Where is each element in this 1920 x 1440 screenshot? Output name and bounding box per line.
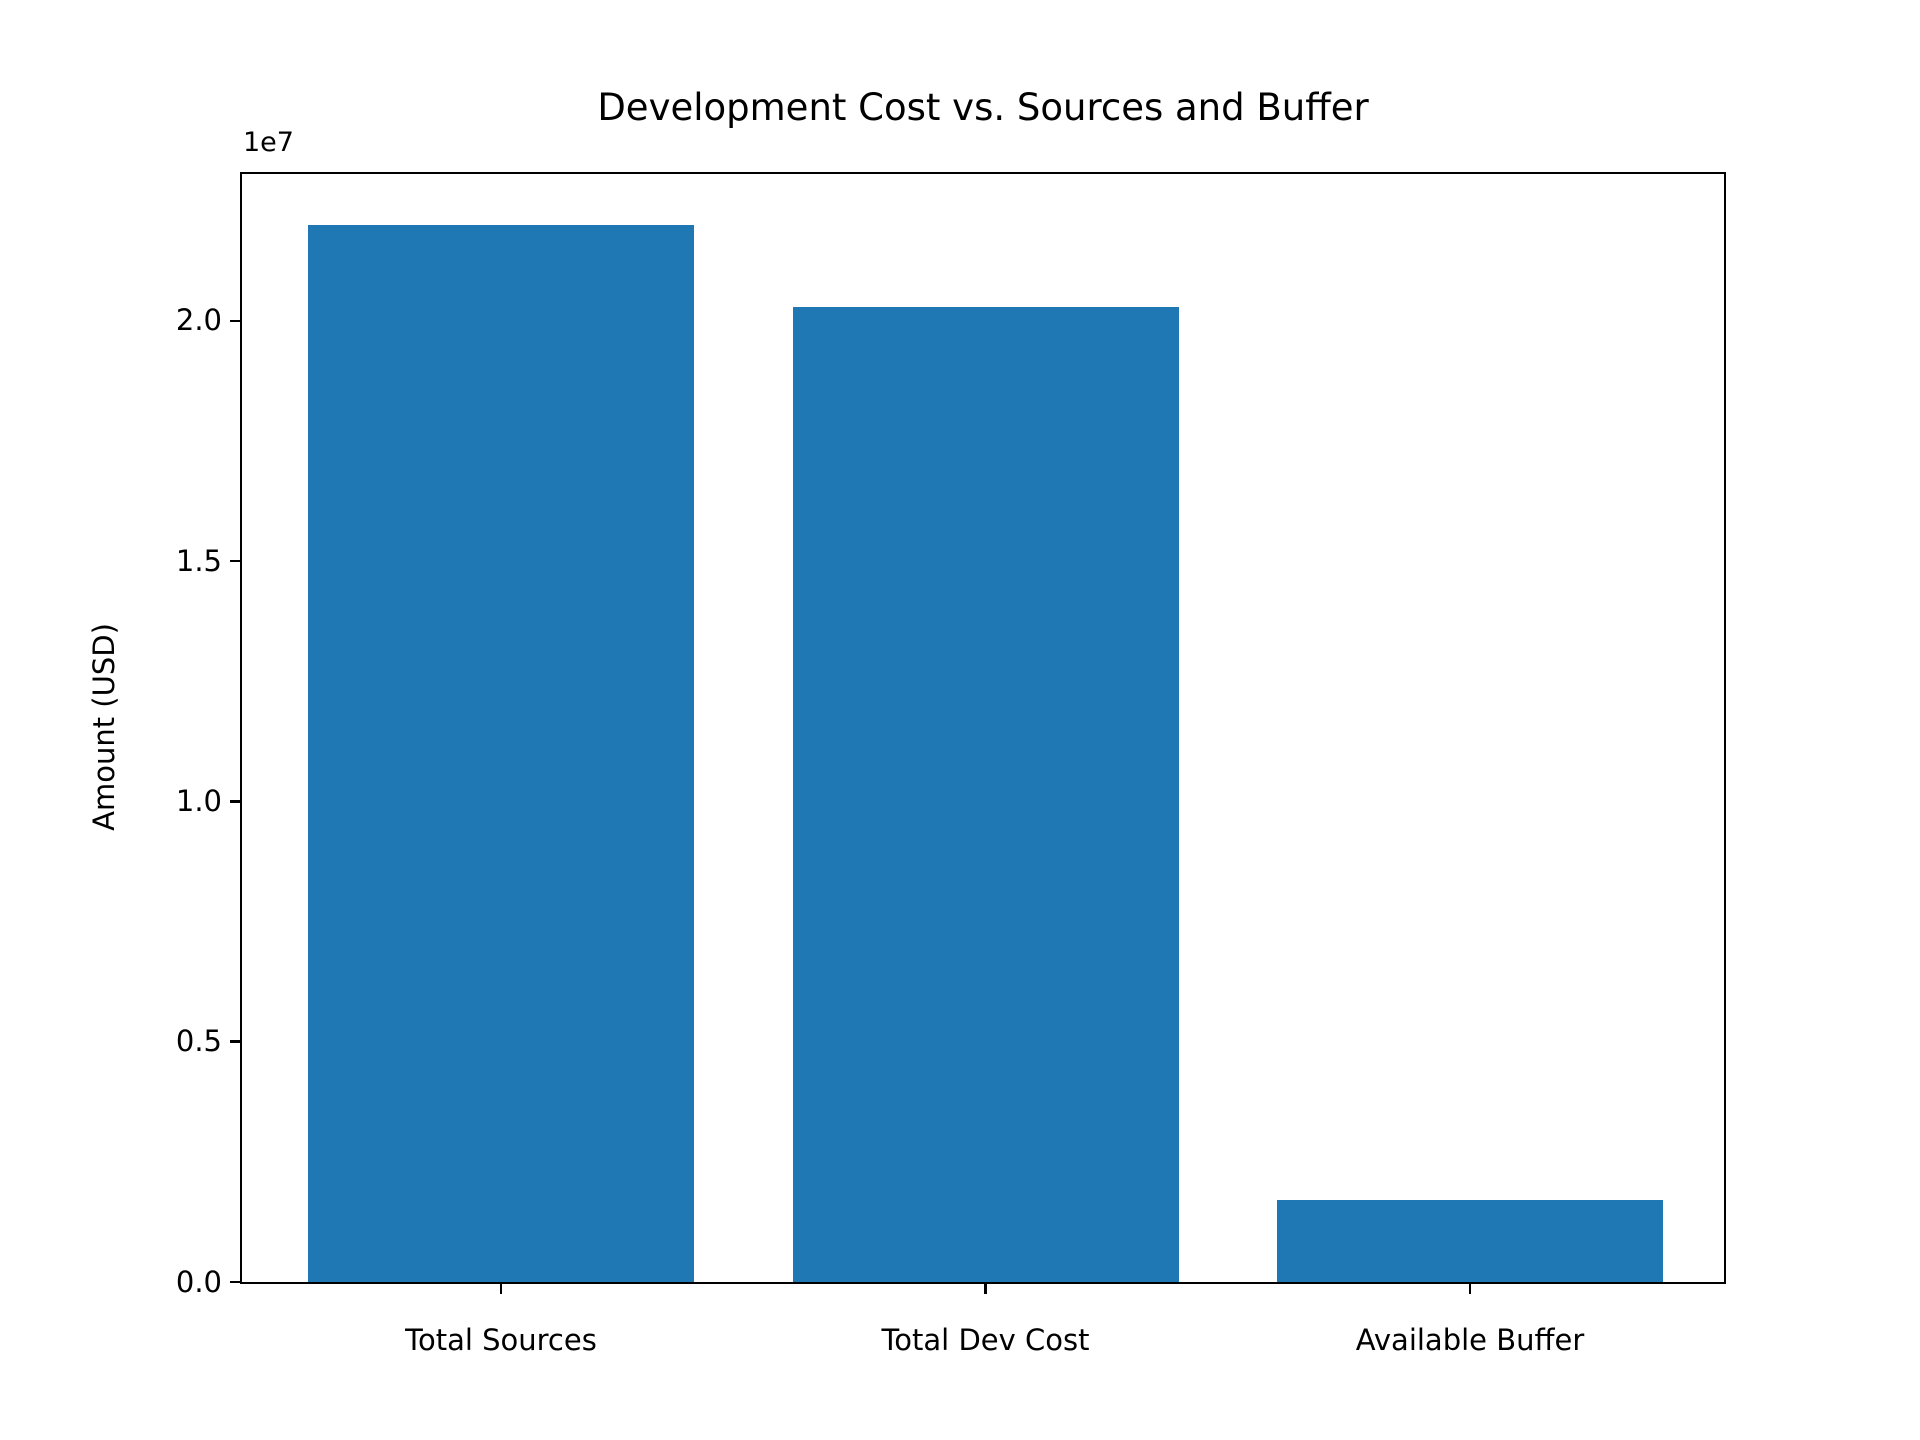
y-tick-label: 2.0	[175, 303, 222, 338]
x-tick-mark	[499, 1284, 503, 1294]
bar-available-buffer	[1277, 1200, 1663, 1282]
bar-total-dev-cost	[792, 306, 1179, 1282]
bar-total-sources	[308, 224, 694, 1282]
chart-title: Development Cost vs. Sources and Buffer	[597, 86, 1369, 129]
y-tick-mark	[230, 1280, 240, 1284]
y-axis-label: Amount (USD)	[87, 623, 121, 831]
x-tick-mark	[1468, 1284, 1472, 1294]
y-tick-mark	[230, 559, 240, 563]
y-axis-offset-text: 1e7	[243, 127, 294, 158]
y-tick-mark	[230, 319, 240, 323]
x-tick-label-total-sources: Total Sources	[405, 1323, 597, 1357]
y-tick-mark	[230, 1040, 240, 1043]
x-tick-label-total-dev-cost: Total Dev Cost	[881, 1323, 1090, 1357]
y-tick-label: 0.5	[175, 1024, 222, 1059]
y-tick-mark	[230, 800, 240, 803]
x-tick-label-available-buffer: Available Buffer	[1355, 1323, 1585, 1357]
y-tick-label: 1.5	[175, 543, 222, 578]
plot-area	[240, 172, 1726, 1284]
y-tick-label: 0.0	[175, 1264, 222, 1299]
y-tick-label: 1.0	[175, 783, 222, 818]
x-tick-mark	[984, 1284, 987, 1294]
